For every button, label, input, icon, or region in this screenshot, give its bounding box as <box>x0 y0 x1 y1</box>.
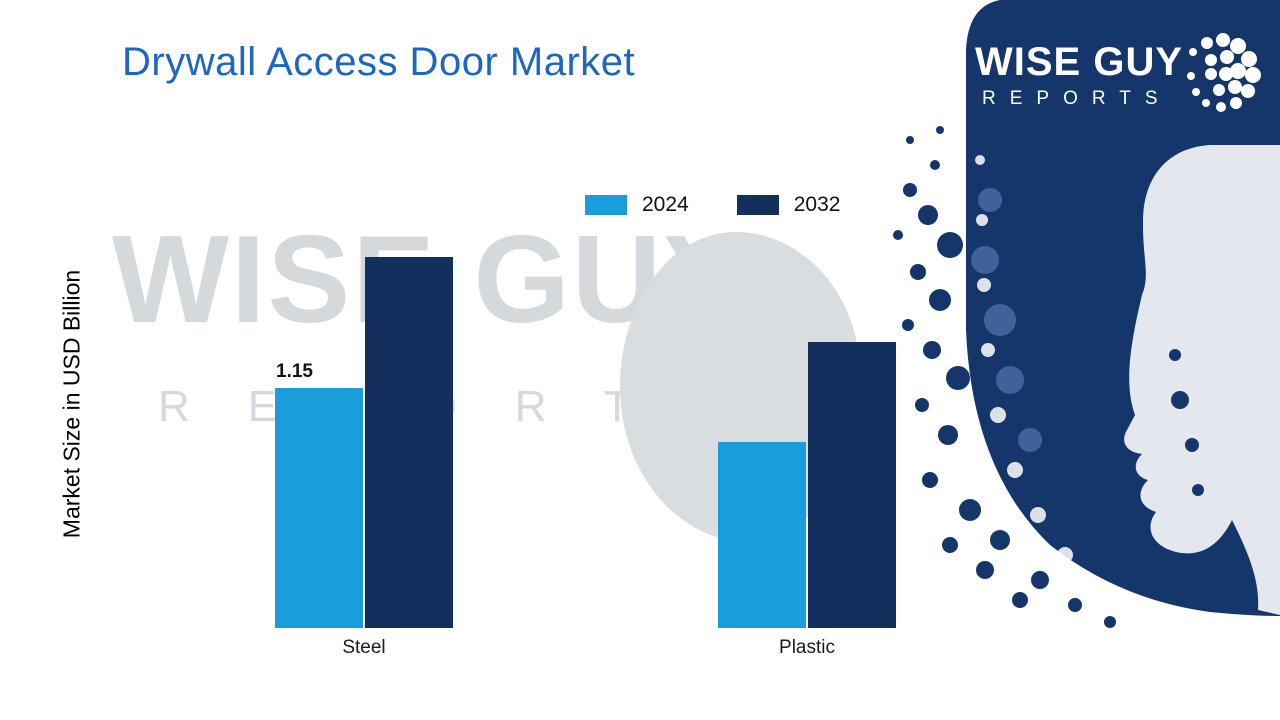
bar-2024-plastic <box>718 442 806 628</box>
chart-legend: 2024 2032 <box>585 193 840 217</box>
legend-swatch-2032 <box>736 195 779 215</box>
legend-label-2032: 2032 <box>793 193 841 216</box>
brand-head-graphic <box>893 0 1280 628</box>
brand-decoration: WISE GUY REPORTS <box>880 0 1280 640</box>
legend-label-2024: 2024 <box>642 193 689 216</box>
category-label-steel: Steel <box>342 637 386 658</box>
dot-pattern-inner <box>975 155 1136 611</box>
bar-value-label: 1.15 <box>276 361 313 382</box>
legend-item-2024: 2024 <box>585 193 689 217</box>
bar-2032-steel <box>365 257 453 628</box>
brand-subtext: REPORTS <box>982 88 1172 109</box>
face-silhouette <box>1124 145 1280 615</box>
legend-swatch-2024 <box>585 195 627 215</box>
bar-2024-steel <box>275 388 363 628</box>
logo-head-icon <box>1187 33 1261 112</box>
brand-wordmark: WISE GUY <box>975 40 1184 84</box>
page-title: Drywall Access Door Market <box>122 40 636 84</box>
cheek-dots <box>1169 349 1204 496</box>
dot-pattern-light <box>971 188 1042 452</box>
dot-pattern <box>893 126 1116 628</box>
bar-2032-plastic <box>808 342 896 628</box>
legend-item-2032: 2032 <box>736 193 841 217</box>
category-label-plastic: Plastic <box>779 637 835 658</box>
